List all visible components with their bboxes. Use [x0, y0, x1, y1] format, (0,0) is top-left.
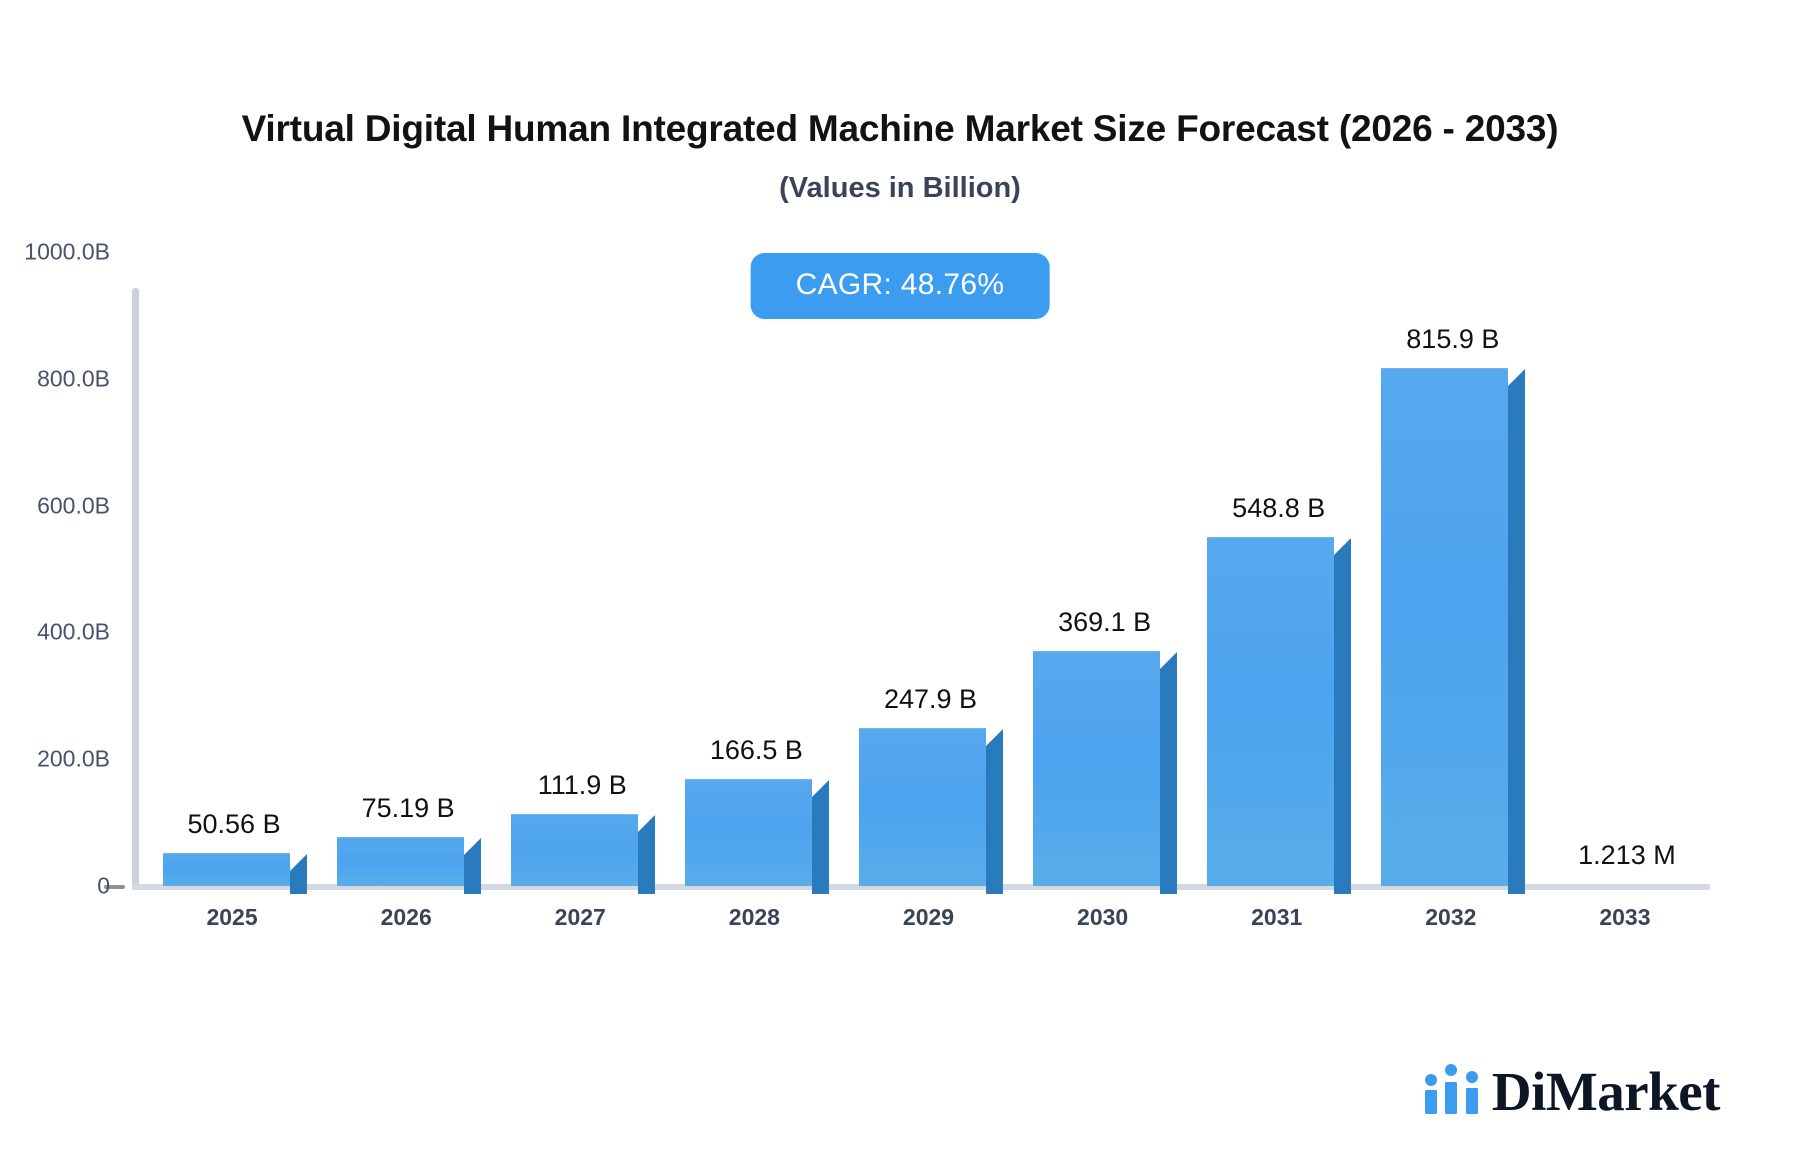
- bar-2030[interactable]: [1033, 651, 1177, 894]
- bar-chart-icon: [1424, 1063, 1480, 1120]
- bar-face: [511, 814, 638, 886]
- x-axis-tick-label: 2031: [1251, 904, 1303, 930]
- x-axis-tick-label: 2027: [554, 904, 606, 930]
- bar-2028[interactable]: [685, 779, 829, 894]
- bar-face: [1381, 368, 1508, 886]
- x-axis-tick-label: 2029: [902, 904, 955, 930]
- bar-side-shadow: [638, 832, 655, 894]
- dimarket-logo: DiMarket: [1424, 1061, 1721, 1122]
- bar-side-shadow: [812, 797, 829, 894]
- bar-face: [859, 728, 986, 886]
- bar-value-label: 75.19 B: [361, 793, 455, 823]
- y-axis-tick-labels: 0 200.0B 400.0B 600.0B 800.0B 1000.0B: [0, 0, 110, 1156]
- y-axis-tick-label: 0: [97, 872, 110, 899]
- bar-2025[interactable]: [163, 853, 307, 894]
- bar-value-label: 247.9 B: [883, 684, 978, 714]
- y-axis-line: [132, 288, 139, 886]
- bar-value-label: 50.56 B: [187, 809, 281, 839]
- y-axis-tick-label: 400.0B: [37, 618, 110, 645]
- cagr-badge: CAGR: 48.76%: [750, 253, 1050, 319]
- bar-value-label: 815.9 B: [1406, 324, 1500, 354]
- y-axis-tick-label: 800.0B: [37, 365, 110, 392]
- bar-side-shadow: [1508, 386, 1525, 894]
- bar-value-label: 369.1 B: [1058, 607, 1152, 637]
- bar-side-shadow: [986, 746, 1003, 894]
- bar-side-shadow: [1334, 555, 1351, 894]
- bar-value-label: 166.5 B: [709, 735, 803, 765]
- page-title: Virtual Digital Human Integrated Machine…: [241, 108, 1559, 149]
- y-axis-tick-label: 600.0B: [37, 492, 110, 519]
- x-axis-line: [132, 884, 1710, 890]
- bar-face: [1033, 651, 1160, 886]
- y-axis-zero-tick-mark: [104, 885, 125, 889]
- bar-2027[interactable]: [511, 814, 655, 894]
- chart-subtitle: (Values in Billion): [779, 172, 1021, 204]
- x-axis-tick-label: 2030: [1077, 904, 1129, 930]
- bar-face: [685, 779, 812, 886]
- bar-2032[interactable]: [1381, 368, 1525, 894]
- y-axis-tick-label: 200.0B: [37, 745, 110, 772]
- y-axis-tick-label: 1000.0B: [24, 238, 110, 265]
- bar-face: [163, 853, 290, 886]
- bar-value-label: 548.8 B: [1232, 493, 1326, 523]
- bar-2029[interactable]: [859, 728, 1003, 894]
- logo-wordmark: DiMarket: [1491, 1061, 1721, 1122]
- bar-face: [1207, 537, 1334, 886]
- x-axis-tick-label: 2025: [206, 904, 258, 930]
- bar-2026[interactable]: [337, 837, 481, 894]
- x-axis-tick-label: 2033: [1599, 904, 1651, 930]
- x-axis-tick-label: 2026: [380, 904, 432, 930]
- bar-face: [337, 837, 464, 886]
- bar-side-shadow: [1160, 669, 1177, 894]
- bar-value-label: 1.213 M: [1578, 840, 1676, 870]
- bar-2031[interactable]: [1207, 537, 1351, 894]
- bar-side-shadow: [464, 855, 481, 894]
- bar-side-shadow: [290, 871, 307, 894]
- x-axis-tick-label: 2028: [728, 904, 780, 930]
- bar-value-label: 111.9 B: [537, 770, 627, 800]
- x-axis-tick-label: 2032: [1425, 904, 1477, 930]
